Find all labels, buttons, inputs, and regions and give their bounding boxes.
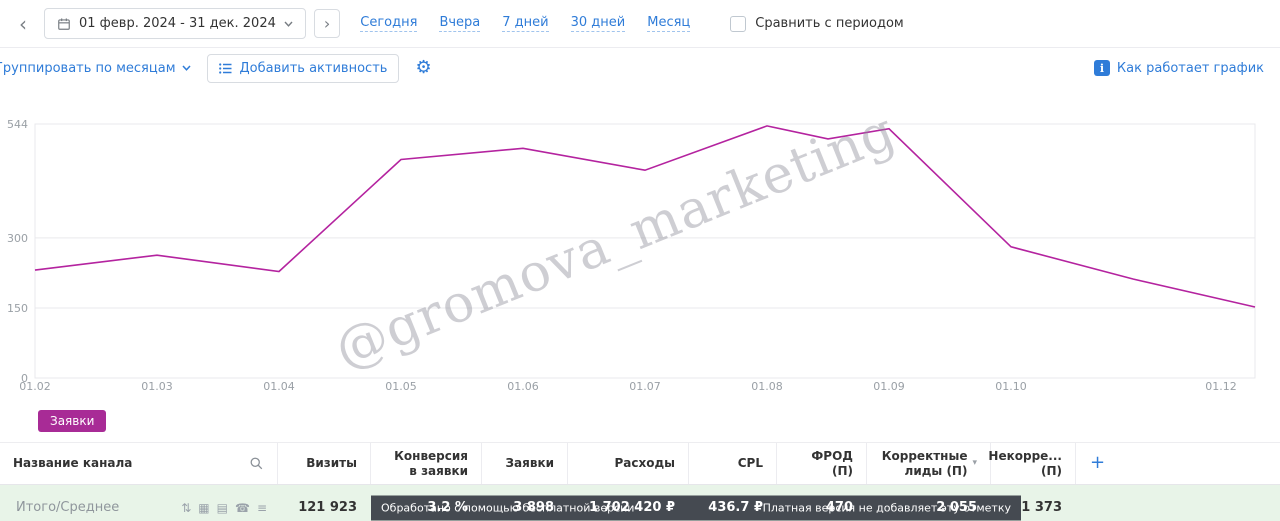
compare-period-checkbox[interactable] xyxy=(730,15,747,32)
group-by-dropdown[interactable]: Группировать по месяцам xyxy=(0,61,191,76)
quick-range-7days[interactable]: 7 дней xyxy=(502,15,549,32)
totals-row-label: Итого/Среднее xyxy=(16,500,120,515)
channels-table: Название канала Визиты Конверсия в заявк… xyxy=(0,442,1280,521)
svg-text:01.07: 01.07 xyxy=(629,380,661,393)
chevron-down-icon xyxy=(181,65,191,71)
quick-range-links: Сегодня Вчера 7 дней 30 дней Месяц xyxy=(360,15,691,32)
svg-text:01.05: 01.05 xyxy=(385,380,417,393)
svg-text:01.08: 01.08 xyxy=(751,380,783,393)
column-header-visits[interactable]: Визиты xyxy=(277,443,370,484)
group-by-label: Группировать по месяцам xyxy=(0,60,176,76)
svg-text:01.03: 01.03 xyxy=(141,380,173,393)
how-it-works-label: Как работает график xyxy=(1116,60,1264,76)
search-icon[interactable] xyxy=(249,456,264,471)
svg-text:01.09: 01.09 xyxy=(873,380,905,393)
next-period-button[interactable]: › xyxy=(313,9,341,38)
svg-text:0: 0 xyxy=(21,372,28,385)
line-chart: 544 300 150 001.02 01.03 01.04 01.05 01.06 01.07… xyxy=(7,118,1256,393)
menu-icon[interactable]: ≡ xyxy=(256,500,267,515)
quick-range-yesterday[interactable]: Вчера xyxy=(439,15,481,32)
quick-range-month[interactable]: Месяц xyxy=(647,15,691,32)
add-activity-label: Добавить активность xyxy=(239,60,388,76)
quick-range-30days[interactable]: 30 дней xyxy=(570,15,626,32)
chart-legend: Заявки xyxy=(0,404,1280,442)
svg-text:01.04: 01.04 xyxy=(263,380,295,393)
list-icon xyxy=(218,62,232,74)
svg-text:01.06: 01.06 xyxy=(507,380,539,393)
sort-caret-icon: ▾ xyxy=(972,457,977,468)
cell-cpl: 436.7 ₽ xyxy=(708,500,763,515)
phone-icon[interactable]: ☎ xyxy=(234,500,250,515)
date-range-label: 01 февр. 2024 - 31 дек. 2024 xyxy=(79,16,276,31)
column-header-leads[interactable]: Заявки xyxy=(481,443,567,484)
column-header-channel-name[interactable]: Название канала xyxy=(0,443,277,484)
column-header-correct-leads[interactable]: Корректные лиды (П) ▾ xyxy=(866,443,990,484)
cell-correct-leads: 2 055 xyxy=(936,500,977,515)
column-header-cpl[interactable]: CPL xyxy=(688,443,776,484)
column-header-incorrect-leads[interactable]: Некорре... (П) xyxy=(988,443,1075,484)
compare-period-label: Сравнить с периодом xyxy=(755,16,904,31)
svg-text:01.10: 01.10 xyxy=(995,380,1027,393)
compare-period-group: Сравнить с периодом xyxy=(730,15,904,32)
column-header-costs[interactable]: Расходы xyxy=(567,443,688,484)
add-activity-button[interactable]: Добавить активность xyxy=(206,53,400,83)
prev-period-button[interactable]: ‹ xyxy=(19,11,27,36)
columns-icon[interactable]: ▦ xyxy=(198,500,210,515)
column-header-fraud[interactable]: ФРОД (П) xyxy=(776,443,866,484)
gear-icon[interactable]: ⚙ xyxy=(415,57,432,78)
cell-fraud: 470 xyxy=(825,500,853,515)
cell-conversion: 3.2 % xyxy=(427,500,468,515)
chart-toolbar: Группировать по месяцам Добавить активно… xyxy=(0,48,1280,88)
chart-area: 544 300 150 0 01.02 01.03 01.04 01.05 01.06 01.07… xyxy=(0,88,1280,404)
svg-text:544: 544 xyxy=(7,118,28,131)
cell-incorrect-leads: 1 373 xyxy=(1021,500,1062,515)
cell-leads: 3 898 xyxy=(513,500,554,515)
totals-row: Обработано с помощью бесплатной версии П… xyxy=(0,485,1280,521)
how-it-works-link[interactable]: i Как работает график xyxy=(1093,60,1264,76)
row-actions: ⇅ ▦ ▤ ☎ ≡ xyxy=(181,502,267,514)
top-toolbar: ‹ 01 февр. 2024 - 31 дек. 2024 › Сегодня… xyxy=(0,0,1280,48)
svg-text:150: 150 xyxy=(7,302,28,315)
column-header-conversion[interactable]: Конверсия в заявки xyxy=(370,443,481,484)
svg-text:01.02: 01.02 xyxy=(19,380,51,393)
quick-range-today[interactable]: Сегодня xyxy=(360,15,418,32)
grid-icon[interactable]: ▤ xyxy=(216,500,228,515)
legend-item-zayavki[interactable]: Заявки xyxy=(38,410,107,432)
table-header-row: Название канала Визиты Конверсия в заявк… xyxy=(0,443,1280,485)
cell-costs: 1 702 420 ₽ xyxy=(589,500,675,515)
svg-text:01.12: 01.12 xyxy=(1205,380,1237,393)
header-filler xyxy=(1119,443,1280,484)
totals-row-name-cell: Итого/Среднее ⇅ ▦ ▤ ☎ ≡ xyxy=(0,500,277,515)
svg-text:300: 300 xyxy=(7,232,28,245)
chevron-down-icon xyxy=(284,21,293,27)
info-icon: i xyxy=(1093,60,1110,76)
sort-rows-icon[interactable]: ⇅ xyxy=(181,500,192,515)
date-range-picker[interactable]: 01 февр. 2024 - 31 дек. 2024 xyxy=(44,8,306,39)
cell-visits: 121 923 xyxy=(298,500,357,515)
add-column-button[interactable]: + xyxy=(1075,443,1119,484)
calendar-icon xyxy=(57,17,71,31)
